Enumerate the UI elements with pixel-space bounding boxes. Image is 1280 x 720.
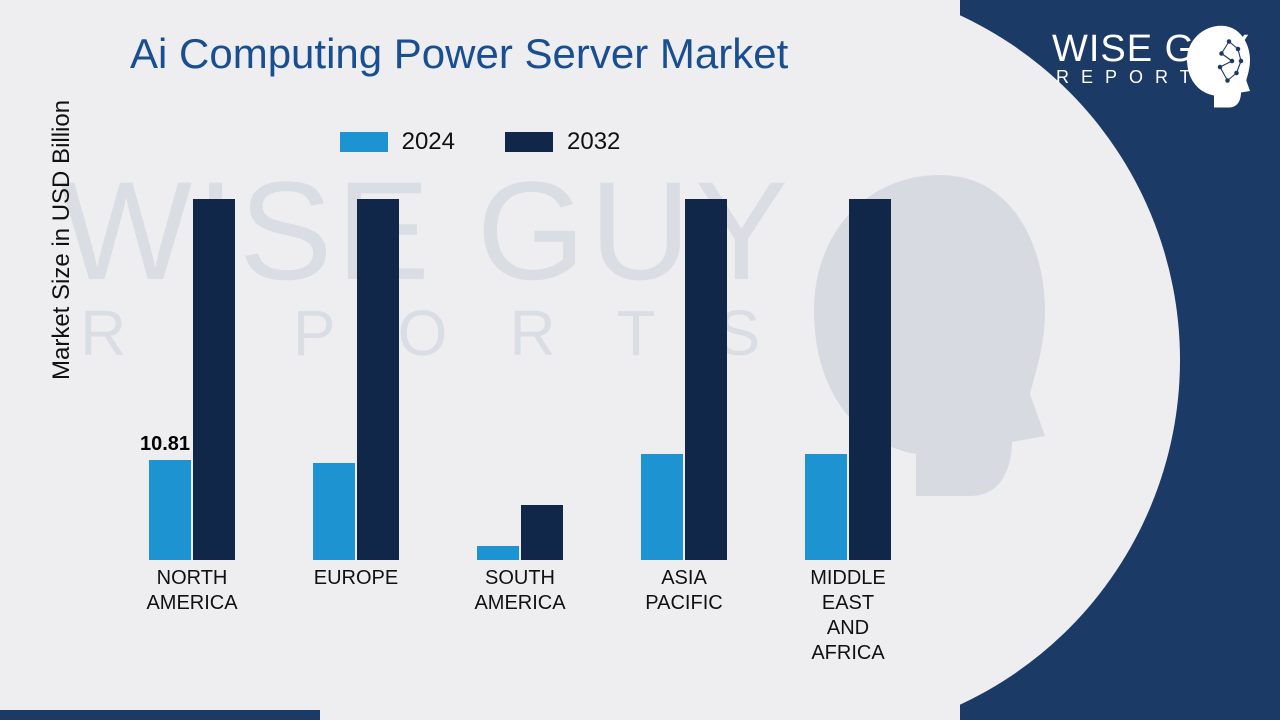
bottom-accent-stripe (0, 710, 320, 720)
bar (193, 199, 235, 560)
x-axis-label: SOUTHAMERICA (438, 566, 602, 616)
bar (477, 546, 519, 560)
bar-group (766, 199, 930, 560)
legend-item-2032: 2032 (505, 128, 620, 156)
plot-area: 10.81 (110, 190, 930, 560)
bar (849, 199, 891, 560)
bar (149, 460, 191, 560)
bar-value-label: 10.81 (140, 433, 190, 456)
y-axis-title: Market Size in USD Billion (48, 100, 76, 380)
bar (313, 463, 355, 560)
brand-head-icon (1174, 22, 1254, 112)
x-axis-label: MIDDLEEASTANDAFRICA (766, 566, 930, 666)
bar-group (602, 199, 766, 560)
legend-item-2024: 2024 (340, 128, 455, 156)
bar-group (110, 199, 274, 560)
x-axis-label: ASIAPACIFIC (602, 566, 766, 616)
bar (521, 505, 563, 561)
legend-swatch-2032 (505, 132, 553, 152)
chart-title: Ai Computing Power Server Market (130, 30, 788, 78)
chart-canvas: WISE GUY REPORTS Ai Computing Power Serv… (0, 0, 1280, 720)
legend-label-2024: 2024 (402, 128, 455, 156)
bar (357, 199, 399, 560)
bar-group (274, 199, 438, 560)
legend-label-2032: 2032 (567, 128, 620, 156)
legend: 2024 2032 (0, 128, 960, 156)
x-axis-label: EUROPE (274, 566, 438, 591)
bar-group (438, 505, 602, 561)
x-axis-label: NORTHAMERICA (110, 566, 274, 616)
x-axis-labels: NORTHAMERICAEUROPESOUTHAMERICAASIAPACIFI… (110, 566, 930, 686)
bar (641, 454, 683, 560)
legend-swatch-2024 (340, 132, 388, 152)
bar (805, 454, 847, 560)
bar (685, 199, 727, 560)
